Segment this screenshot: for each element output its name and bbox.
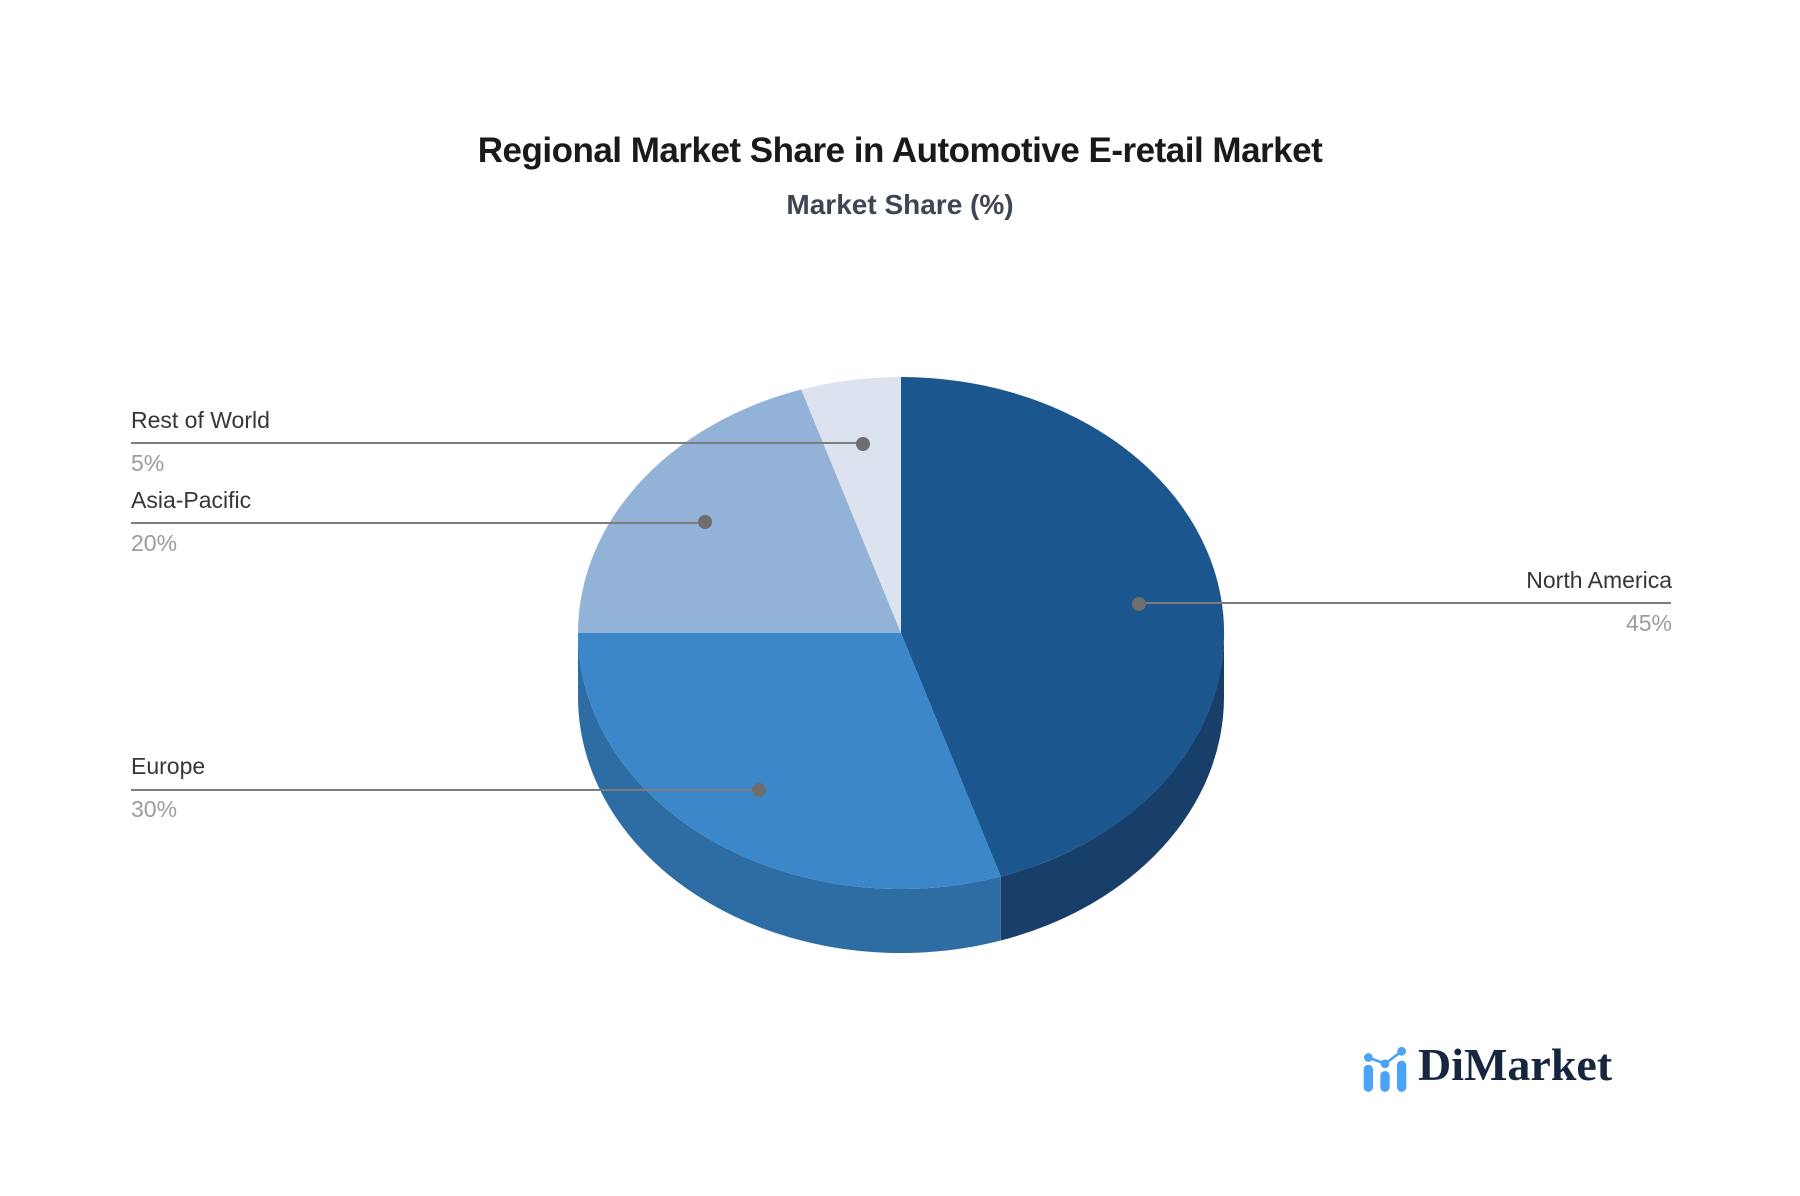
leader-dot-asia-pacific — [698, 515, 712, 529]
slice-pct-north-america: 45% — [1625, 610, 1672, 636]
pie-slice-side-north-america — [1000, 633, 1224, 941]
pie-slice-europe[interactable] — [577, 633, 1001, 890]
leader-dot-europe — [752, 783, 766, 797]
brand-logo: DiMarket — [1360, 1040, 1612, 1096]
leader-dot-rest-of-world — [856, 437, 870, 451]
slice-label-europe: Europe — [131, 753, 206, 779]
slice-pct-europe: 30% — [131, 796, 178, 822]
slice-label-north-america: North America — [1526, 567, 1672, 593]
slice-pct-rest-of-world: 5% — [131, 450, 165, 476]
slice-label-rest-of-world: Rest of World — [131, 407, 270, 433]
pie-slice-side-europe — [577, 633, 1001, 954]
pie-slice-north-america[interactable] — [901, 376, 1225, 877]
pie-slice-asia-pacific[interactable] — [578, 389, 901, 634]
brand-logo-text: DiMarket — [1418, 1039, 1613, 1090]
leader-dot-north-america — [1132, 597, 1146, 611]
bar-line-chart-icon — [1363, 1046, 1407, 1092]
slice-pct-asia-pacific: 20% — [131, 530, 178, 556]
chart-title: Regional Market Share in Automotive E-re… — [477, 131, 1323, 170]
slice-label-asia-pacific: Asia-Pacific — [131, 487, 252, 513]
chart-subtitle: Market Share (%) — [786, 189, 1014, 220]
pie-slice-rest-of-world[interactable] — [801, 377, 901, 633]
